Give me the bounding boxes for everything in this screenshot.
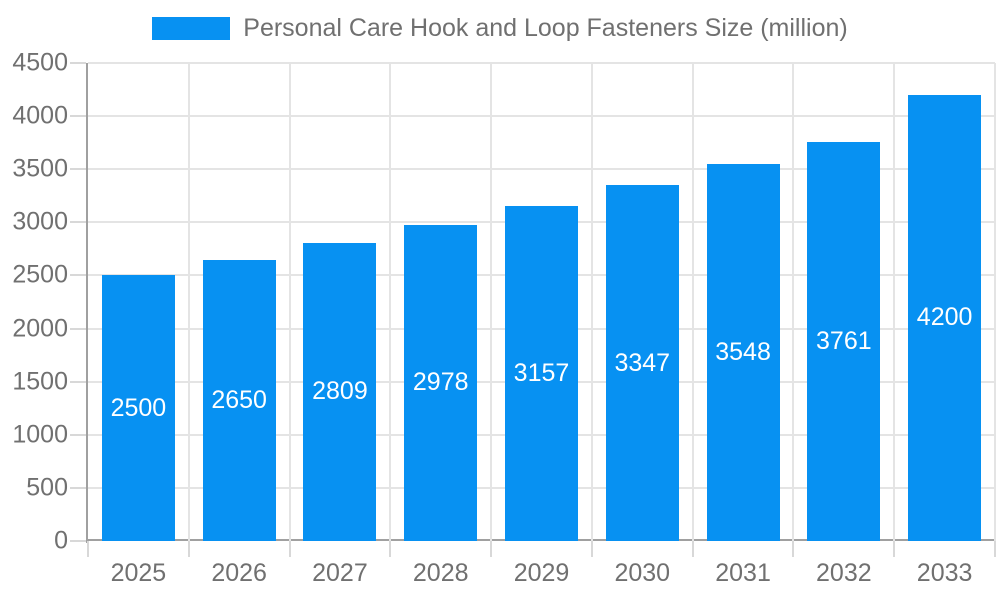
bar-2028[interactable]: 2978 <box>404 224 478 541</box>
v-gridline <box>994 63 996 541</box>
y-axis-tick-label: 3500 <box>12 154 68 183</box>
bar-value-label: 2650 <box>211 385 267 414</box>
bar-2032[interactable]: 3761 <box>807 141 881 541</box>
v-gridline <box>691 63 694 541</box>
x-axis-tick-label: 2029 <box>513 559 570 587</box>
x-axis-tick-label: 2027 <box>312 559 368 587</box>
y-axis-tick-label: 2500 <box>12 260 68 289</box>
v-gridline <box>893 63 896 541</box>
y-axis-tick <box>70 540 86 542</box>
y-axis-tick <box>70 115 86 118</box>
y-axis-tick-label: 3000 <box>12 207 68 236</box>
bar-value-label: 3761 <box>816 326 872 355</box>
y-axis-tick-label: 1000 <box>12 420 68 449</box>
h-gridline <box>88 115 995 118</box>
legend-swatch-icon <box>152 17 231 40</box>
bar-2030[interactable]: 3347 <box>605 185 679 541</box>
x-axis-tick-label: 2025 <box>110 559 167 587</box>
y-axis-tick <box>70 62 86 64</box>
x-axis-tick <box>691 541 694 557</box>
y-axis-tick-label: 2000 <box>12 314 68 343</box>
bar-2033[interactable]: 4200 <box>908 94 982 541</box>
v-gridline <box>590 63 593 541</box>
bar-value-label: 3157 <box>513 358 570 387</box>
bar-value-label: 2809 <box>312 377 368 406</box>
x-axis-tick-label: 2032 <box>816 559 872 587</box>
y-axis-tick <box>70 486 86 489</box>
v-gridline <box>490 63 493 541</box>
x-axis-tick <box>893 541 896 557</box>
x-axis-tick <box>994 541 996 557</box>
x-axis-tick <box>590 541 593 557</box>
x-axis-tick-label: 2026 <box>211 559 267 587</box>
v-gridline <box>187 63 190 541</box>
x-axis-tick-label: 2030 <box>614 559 671 587</box>
x-axis-tick <box>792 541 795 557</box>
y-axis-tick <box>70 327 86 330</box>
x-axis-tick <box>490 541 493 557</box>
v-gridline <box>288 63 291 541</box>
x-axis-tick <box>288 541 291 557</box>
y-axis-tick <box>70 433 86 436</box>
bar-2027[interactable]: 2809 <box>303 242 377 541</box>
legend-label: Personal Care Hook and Loop Fasteners Si… <box>243 14 848 42</box>
v-gridline <box>389 63 392 541</box>
h-gridline <box>88 168 995 171</box>
legend[interactable]: Personal Care Hook and Loop Fasteners Si… <box>0 14 1000 43</box>
x-axis-tick-label: 2031 <box>715 559 771 587</box>
h-gridline <box>88 62 995 64</box>
x-axis-tick-label: 2028 <box>412 559 469 587</box>
y-axis-tick-label: 500 <box>26 473 68 502</box>
x-axis-tick <box>187 541 190 557</box>
bar-2026[interactable]: 2650 <box>202 259 276 541</box>
y-axis-tick <box>70 168 86 171</box>
bar-value-label: 4200 <box>916 303 973 332</box>
y-axis-tick <box>70 274 86 277</box>
y-axis-tick-label: 4000 <box>12 101 68 130</box>
y-axis-tick-label: 0 <box>54 526 68 555</box>
y-axis-tick <box>70 380 86 383</box>
y-axis-line <box>86 63 88 543</box>
bar-2031[interactable]: 3548 <box>706 164 780 541</box>
x-axis-tick <box>87 541 89 557</box>
x-axis-tick-label: 2033 <box>916 559 973 587</box>
bar-2029[interactable]: 3157 <box>504 205 579 541</box>
bar-value-label: 3347 <box>614 348 671 377</box>
y-axis-tick-label: 1500 <box>12 367 68 396</box>
y-axis-tick <box>70 221 86 224</box>
v-gridline <box>792 63 795 541</box>
plot-area: 2500 2650 2809 2978 3157 3347 3548 3761 4200 <box>88 62 996 541</box>
bar-value-label: 2978 <box>412 368 469 397</box>
y-axis-tick-label: 4500 <box>12 48 68 77</box>
x-axis-tick <box>389 541 392 557</box>
bar-value-label: 2500 <box>110 393 167 422</box>
bar-2025[interactable]: 2500 <box>101 275 175 541</box>
bar-value-label: 3548 <box>715 338 771 367</box>
